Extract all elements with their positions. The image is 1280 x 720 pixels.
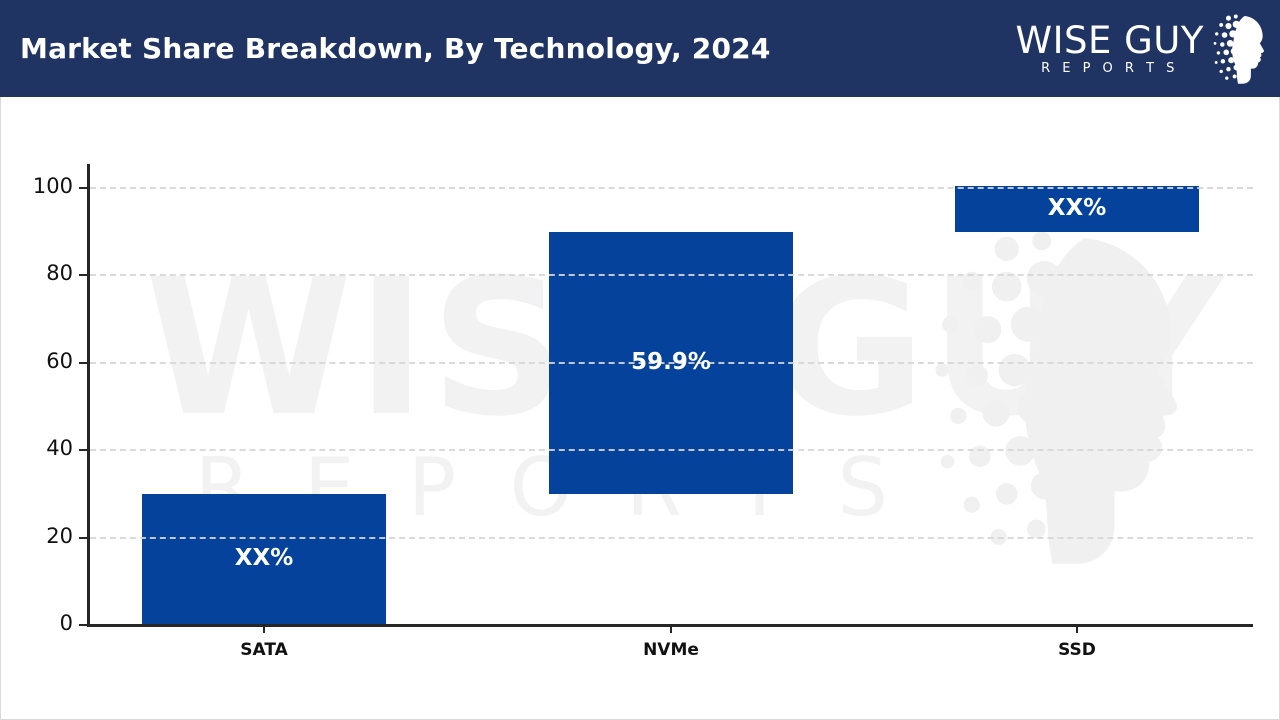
logo-head-icon [1213,14,1264,84]
bar-ssd [955,186,1199,233]
xtick-ssd [1076,626,1078,633]
gridline-80 [90,274,1253,277]
ytick-label-80: 80 [46,261,73,286]
wiseguy-logo: WISE GUY R E P O R T S [1016,11,1266,87]
header: Market Share Breakdown, By Technology, 2… [0,0,1280,97]
logo-wordmark: WISE GUY [1015,19,1204,62]
xtick-nvme [670,626,672,633]
xtick-sata [263,626,265,633]
ytick-0 [79,624,89,626]
bar-value-label-sata: XX% [234,545,294,572]
bar-value-label-ssd: XX% [1047,195,1107,222]
gridline-100 [90,187,1253,190]
gridline-40 [90,449,1253,452]
logo-subtitle: R E P O R T S [1041,61,1179,76]
xtick-label-nvme: NVMe [643,640,699,660]
ytick-label-20: 20 [46,523,73,548]
ytick-label-60: 60 [46,348,73,373]
xtick-label-ssd: SSD [1058,640,1096,660]
x-axis-line [87,624,1253,627]
ytick-60 [79,361,89,364]
gridline-20 [90,536,1253,539]
ytick-label-0: 0 [59,611,73,635]
ytick-80 [79,274,89,277]
page-title: Market Share Breakdown, By Technology, 2… [20,32,771,65]
xtick-label-sata: SATA [240,640,288,660]
bar-sata [142,493,386,625]
ytick-40 [79,449,89,452]
logo-text: WISE GUY R E P O R T S [1016,22,1204,75]
ytick-100 [79,187,89,190]
ytick-label-40: 40 [46,436,73,461]
ytick-20 [79,536,89,539]
gridline-60 [90,361,1253,364]
ytick-label-100: 100 [32,174,73,199]
y-axis-line [87,164,90,627]
bar-value-label-nvme: 59.9% [631,349,711,376]
